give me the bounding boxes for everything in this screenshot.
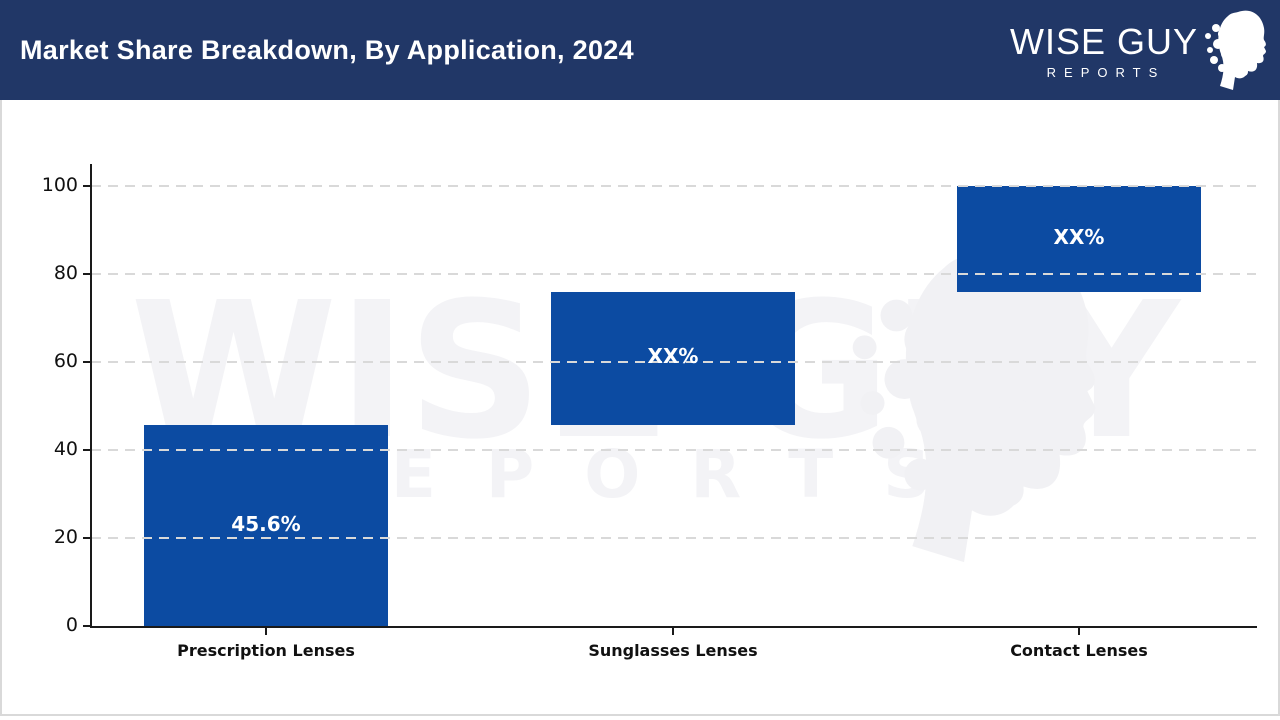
logo-name: WISE GUY [1009,20,1198,62]
x-tick-mark [672,628,674,635]
y-tick-mark [83,273,90,275]
logo-text: WISE GUY REPORTS [1010,21,1198,80]
y-tick-label: 80 [53,262,78,284]
header-banner: Market Share Breakdown, By Application, … [0,0,1280,100]
y-tick-mark [83,361,90,363]
y-tick-label: 40 [53,438,78,460]
bar-segment [144,425,388,626]
chart-area: WISE GUY REPORTS 02040608010045.6%Prescr… [0,100,1280,716]
page-title: Market Share Breakdown, By Application, … [20,34,634,65]
x-category-label: Contact Lenses [1010,641,1148,660]
y-gridline [91,185,1256,187]
wise-guy-logo: WISE GUY REPORTS [1010,6,1270,94]
y-gridline [91,537,1256,539]
y-gridline [91,273,1256,275]
bar-value-label: 45.6% [231,511,301,536]
y-gridline [91,449,1256,451]
x-tick-mark [265,628,267,635]
logo-subtitle: REPORTS [1046,64,1166,80]
y-tick-mark [83,185,90,187]
y-axis-line [90,164,92,628]
y-tick-mark [83,449,90,451]
bar-segment [551,291,795,426]
y-tick-label: 100 [41,174,78,196]
x-category-label: Prescription Lenses [177,641,355,660]
y-gridline [91,361,1256,363]
logo-face-icon [1205,10,1266,90]
x-axis-line [90,626,1257,628]
y-tick-label: 60 [53,350,78,372]
watermark-face-icon [852,246,1096,563]
bar-value-label: XX% [647,344,699,369]
y-tick-label: 20 [53,526,78,548]
x-tick-mark [1078,628,1080,635]
y-tick-label: 0 [65,614,78,636]
y-tick-mark [83,625,90,627]
watermark-reports-text: REPORTS [290,436,981,513]
y-tick-mark [83,537,90,539]
x-category-label: Sunglasses Lenses [588,641,758,660]
bar-value-label: XX% [1053,224,1105,249]
